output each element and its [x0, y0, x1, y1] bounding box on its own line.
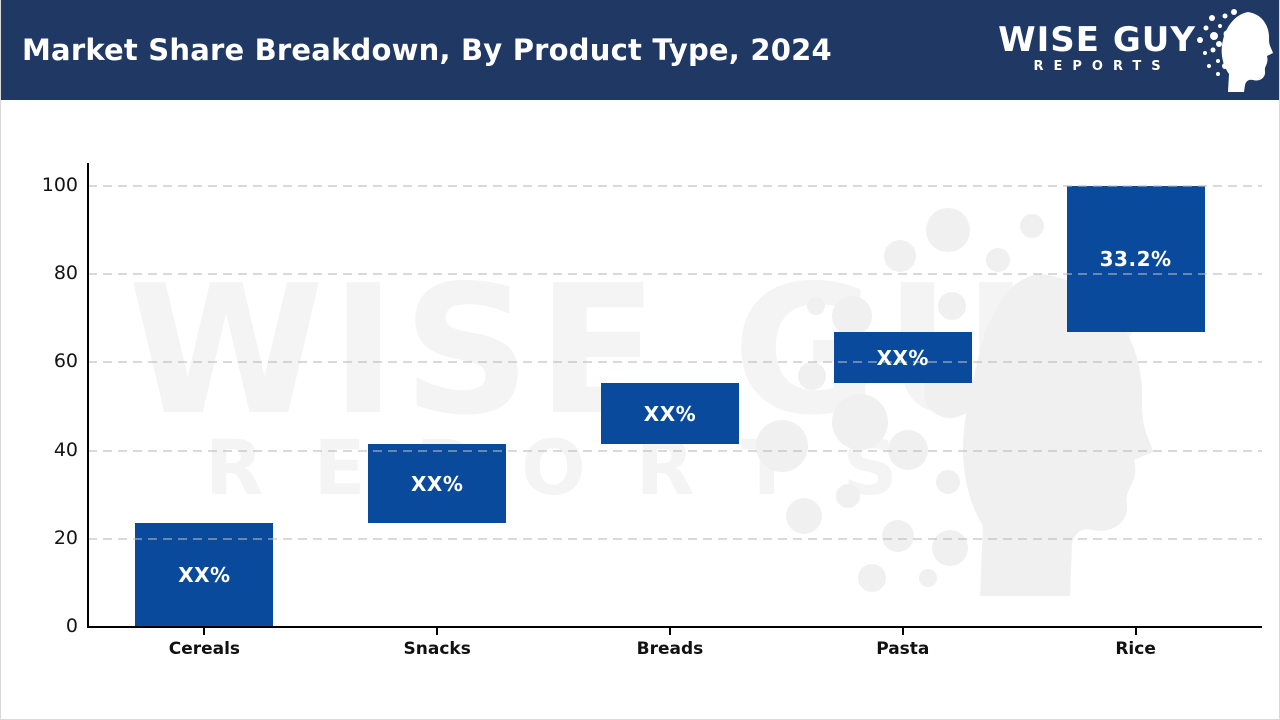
gridline-y-60 — [88, 361, 1262, 364]
logo-reports-text: REPORTS — [1033, 59, 1171, 74]
bar-pasta — [833, 332, 972, 383]
xtick-mark-breads — [669, 628, 671, 635]
ytick-label-20: 20 — [53, 526, 78, 549]
bar-value-label-cereals: XX% — [178, 563, 231, 588]
wise-guy-reports-logo: WISE GUY REPORTS — [998, 22, 1196, 74]
gridline-y-80 — [88, 273, 1262, 276]
x-axis-line — [88, 626, 1262, 628]
logo-wiseguy-text: WISE GUY — [998, 20, 1196, 60]
bar-cereals — [135, 523, 274, 627]
y-axis-line — [87, 163, 89, 628]
bar-breads — [601, 382, 739, 445]
bar-value-label-snacks: XX% — [410, 471, 464, 496]
xtick-label-breads: Breads — [636, 639, 704, 659]
xtick-label-cereals: Cereals — [168, 639, 241, 659]
gridline-y-20 — [88, 537, 1262, 540]
xtick-mark-rice — [1134, 628, 1137, 635]
header-bar: Market Share Breakdown, By Product Type,… — [0, 0, 1280, 100]
ytick-label-60: 60 — [53, 350, 78, 373]
logo-face-profile-icon — [1197, 9, 1273, 92]
ytick-label-0: 0 — [65, 615, 78, 637]
bar-value-label-breads: XX% — [643, 401, 697, 426]
bar-rice — [1066, 186, 1205, 333]
xtick-mark-cereals — [203, 628, 206, 635]
ytick-label-100: 100 — [41, 174, 78, 196]
xtick-mark-pasta — [901, 628, 904, 635]
bar-snacks — [368, 444, 507, 524]
bar-value-label-rice: 33.2% — [1099, 247, 1172, 272]
page-title: Market Share Breakdown, By Product Type,… — [22, 33, 832, 67]
bar-value-label-pasta: XX% — [876, 345, 929, 370]
xtick-mark-snacks — [436, 628, 439, 635]
watermark-face-dots — [756, 208, 1153, 596]
xtick-label-rice: Rice — [1115, 639, 1156, 659]
xtick-label-pasta: Pasta — [876, 639, 930, 659]
gridline-y-40 — [88, 449, 1262, 452]
gridline-y-100 — [88, 185, 1262, 187]
xtick-label-snacks: Snacks — [403, 639, 471, 659]
ytick-label-40: 40 — [53, 438, 78, 461]
ytick-label-80: 80 — [53, 262, 78, 285]
